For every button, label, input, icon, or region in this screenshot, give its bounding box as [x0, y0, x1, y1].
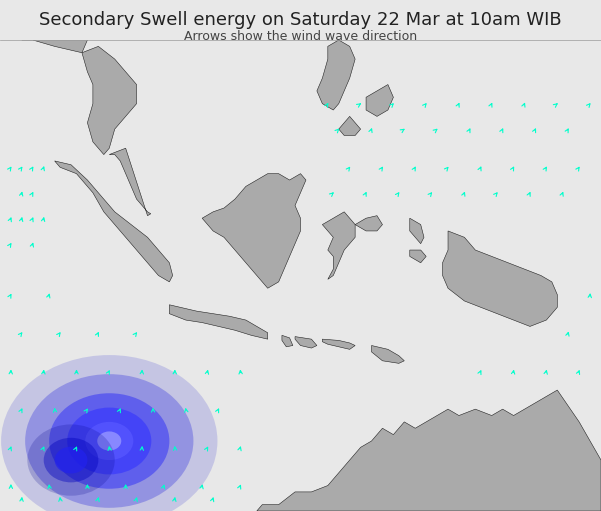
- Ellipse shape: [25, 374, 194, 508]
- Polygon shape: [317, 40, 355, 110]
- Polygon shape: [339, 117, 361, 135]
- Ellipse shape: [27, 425, 115, 496]
- Polygon shape: [82, 47, 136, 154]
- Polygon shape: [169, 305, 267, 339]
- Polygon shape: [22, 2, 93, 53]
- Ellipse shape: [1, 355, 218, 511]
- Ellipse shape: [55, 447, 87, 474]
- Polygon shape: [410, 250, 426, 263]
- Polygon shape: [322, 339, 355, 350]
- Polygon shape: [257, 390, 601, 511]
- Polygon shape: [295, 337, 317, 348]
- Polygon shape: [410, 218, 424, 244]
- Polygon shape: [366, 84, 394, 117]
- Text: Secondary Swell energy on Saturday 22 Mar at 10am WIB: Secondary Swell energy on Saturday 22 Ma…: [39, 11, 562, 29]
- Ellipse shape: [49, 393, 169, 489]
- Ellipse shape: [67, 408, 151, 474]
- Ellipse shape: [44, 438, 99, 482]
- Polygon shape: [355, 216, 382, 231]
- Polygon shape: [371, 345, 404, 363]
- Polygon shape: [55, 161, 172, 282]
- Polygon shape: [109, 148, 151, 216]
- Polygon shape: [282, 335, 293, 347]
- Ellipse shape: [85, 422, 133, 460]
- Polygon shape: [202, 174, 306, 288]
- Polygon shape: [322, 212, 355, 280]
- Ellipse shape: [97, 431, 121, 451]
- Text: Arrows show the wind wave direction: Arrows show the wind wave direction: [184, 30, 417, 43]
- Polygon shape: [442, 231, 557, 327]
